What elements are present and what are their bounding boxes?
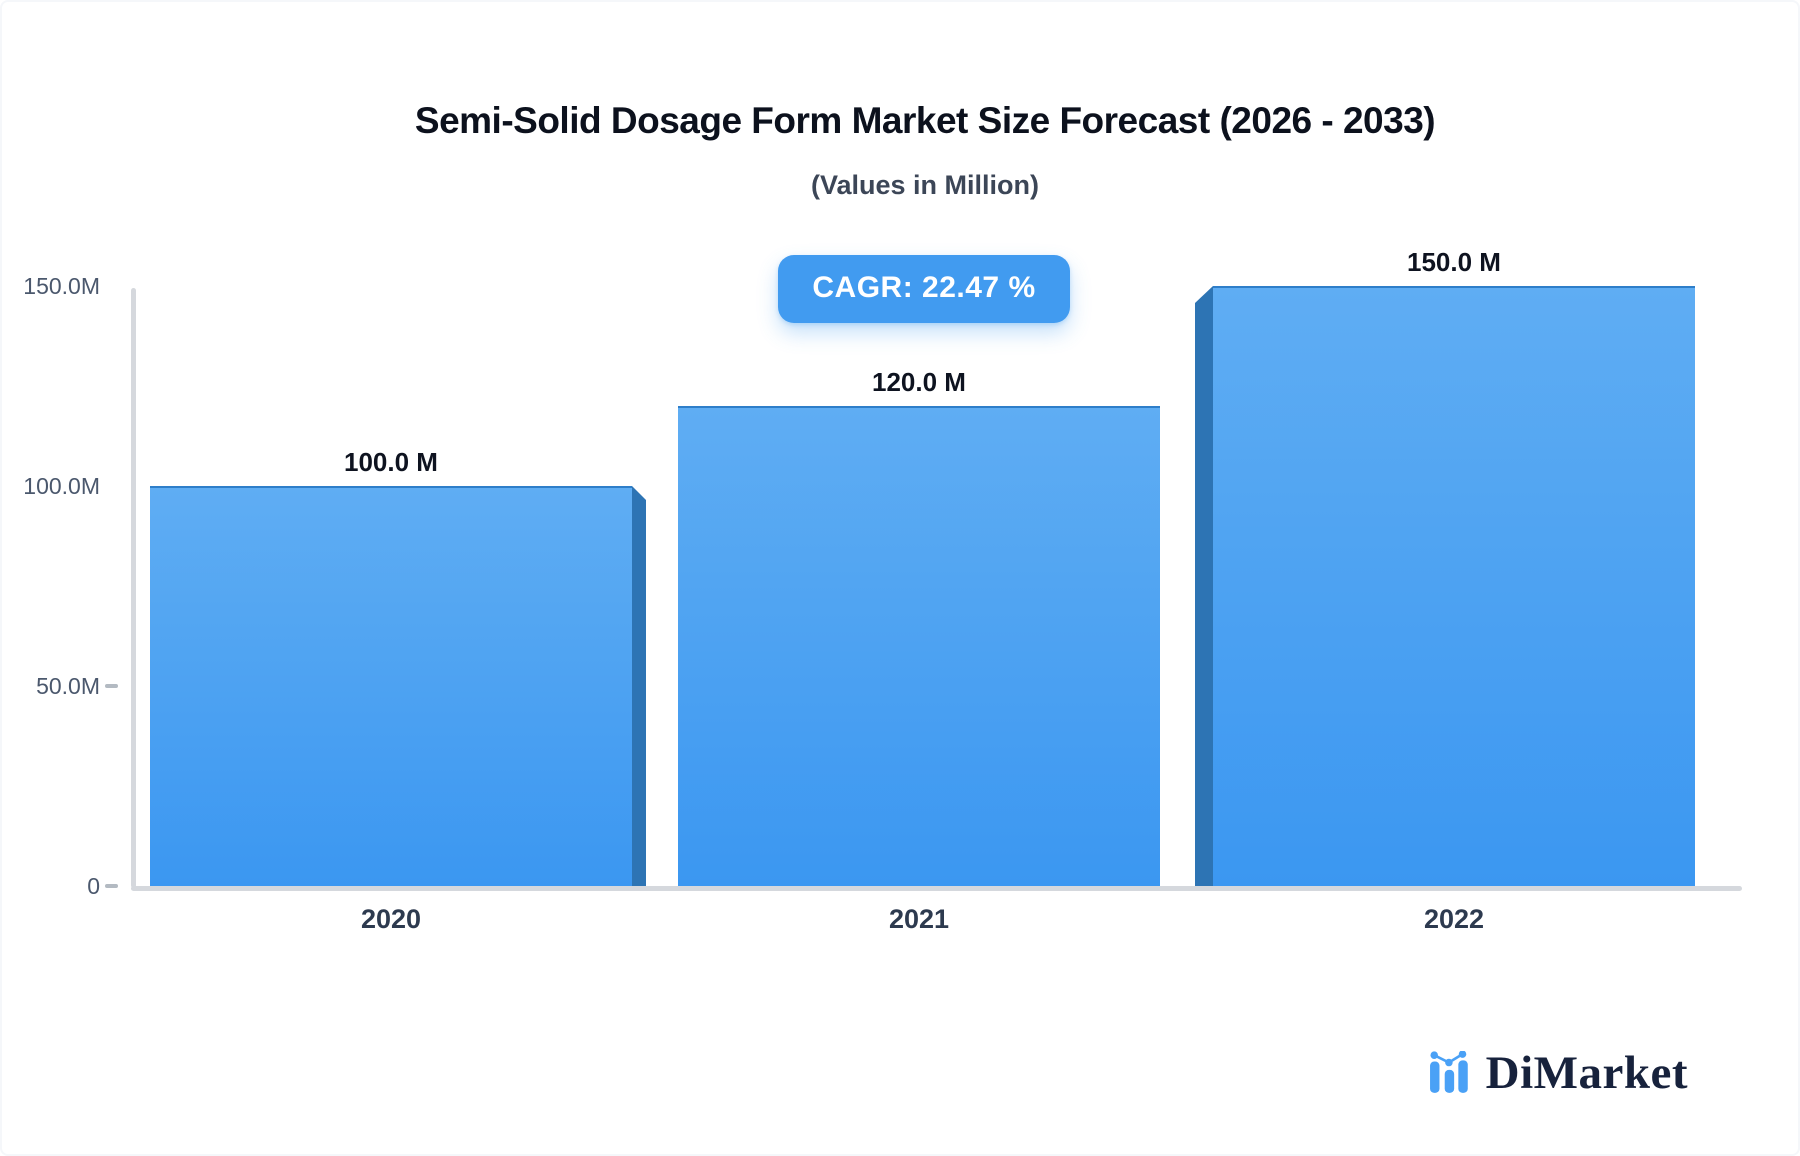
brand-name: DiMarket [1485, 1047, 1688, 1099]
chart-subtitle: (Values in Million) [810, 170, 1040, 200]
x-axis-label: 2021 [888, 904, 950, 934]
x-axis-label: 2022 [1423, 904, 1485, 934]
bar-3d-side-shadow [632, 486, 646, 886]
y-axis-line [131, 288, 136, 888]
chart-title: Semi-Solid Dosage Form Market Size Forec… [414, 100, 1436, 141]
bar-3d-side-shadow [1195, 286, 1213, 886]
brand-logo: DiMarket [1429, 1046, 1688, 1100]
bar-value-label: 120.0 M [872, 367, 966, 397]
x-axis-line [131, 886, 1742, 891]
bar-2021[interactable] [678, 406, 1160, 886]
y-axis-label: 0 [87, 873, 100, 899]
bar-2020[interactable] [150, 486, 632, 886]
y-axis-label: 50.0M [36, 673, 100, 699]
bar-2022[interactable] [1213, 286, 1695, 886]
y-axis-label: 100.0M [23, 473, 100, 499]
bar-line-chart-icon [1429, 1051, 1468, 1093]
y-axis-tick [105, 684, 118, 688]
cagr-badge: CAGR: 22.47 % [778, 255, 1070, 323]
y-axis-tick [105, 884, 118, 888]
bar-value-label: 150.0 M [1407, 247, 1501, 277]
y-axis-label: 150.0M [23, 273, 100, 299]
bar-value-label: 100.0 M [344, 447, 438, 477]
x-axis-label: 2020 [360, 904, 422, 934]
